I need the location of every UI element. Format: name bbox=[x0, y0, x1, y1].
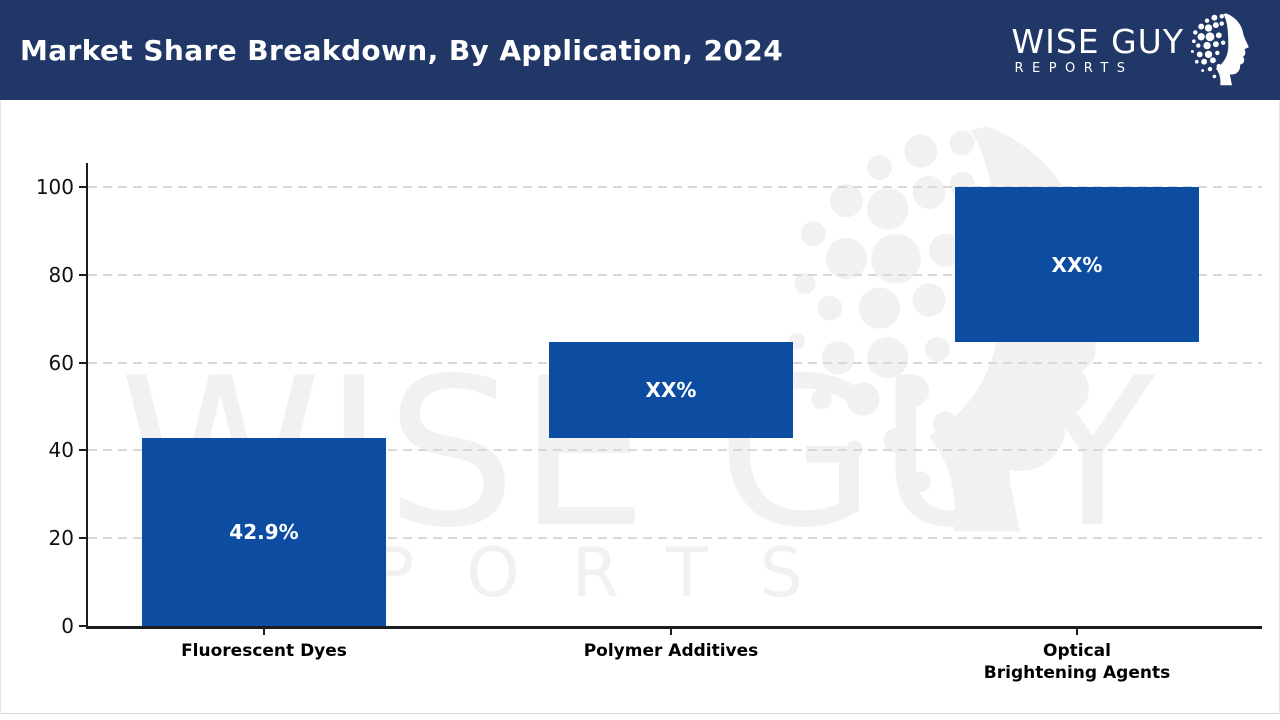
x-category-label-line: Optical bbox=[1043, 641, 1111, 661]
y-axis-line bbox=[86, 163, 88, 629]
x-tick-1 bbox=[670, 629, 672, 635]
bar-value-label: XX% bbox=[645, 378, 697, 403]
y-tick-60 bbox=[79, 361, 86, 364]
y-tick-0 bbox=[79, 625, 86, 627]
y-tick-40 bbox=[79, 449, 86, 452]
x-category-label-line: Fluorescent Dyes bbox=[181, 641, 347, 661]
logo-sub-text: REPORTS bbox=[1014, 60, 1134, 76]
y-tick-label-20: 20 bbox=[48, 526, 74, 551]
x-tick-2 bbox=[1076, 629, 1078, 635]
x-category-label-0: Fluorescent Dyes bbox=[104, 640, 424, 662]
bar-fluorescent-dyes: 42.9% bbox=[142, 437, 386, 626]
y-tick-label-40: 40 bbox=[48, 438, 74, 463]
page-title: Market Share Breakdown, By Application, … bbox=[20, 33, 784, 67]
logo-wordmark: WISE GUY REPORTS bbox=[1011, 25, 1184, 76]
y-tick-20 bbox=[79, 537, 86, 540]
gridline-80 bbox=[88, 273, 1262, 276]
x-category-label-line: Polymer Additives bbox=[583, 641, 759, 661]
x-axis-line bbox=[86, 626, 1262, 629]
y-tick-label-80: 80 bbox=[48, 262, 74, 287]
y-tick-label-100: 100 bbox=[35, 175, 74, 199]
logo-name-text: WISE GUY bbox=[1011, 21, 1184, 61]
bar-optical-brightening-agents: XX% bbox=[955, 187, 1199, 343]
gridline-100 bbox=[88, 186, 1262, 188]
y-tick-100 bbox=[79, 186, 86, 188]
header: Market Share Breakdown, By Application, … bbox=[0, 0, 1280, 100]
x-category-label-line: Brightening Agents bbox=[983, 663, 1171, 683]
x-tick-0 bbox=[263, 629, 265, 635]
y-tick-80 bbox=[79, 273, 86, 276]
y-tick-label-60: 60 bbox=[48, 350, 74, 375]
footer-divider bbox=[0, 713, 1280, 714]
x-category-label-1: Polymer Additives bbox=[511, 640, 831, 662]
bar-polymer-additives: XX% bbox=[549, 342, 793, 438]
head-profile-icon bbox=[1190, 13, 1249, 86]
bar-value-label: 42.9% bbox=[229, 519, 299, 544]
gridline-40 bbox=[88, 449, 1262, 452]
bar-value-label: XX% bbox=[1051, 252, 1103, 277]
wise-guy-reports-logo: WISE GUY REPORTS bbox=[1011, 11, 1254, 89]
gridline-20 bbox=[88, 537, 1262, 540]
x-category-label-2: Optical Brightening Agents bbox=[917, 640, 1237, 684]
y-tick-label-0: 0 bbox=[61, 614, 74, 638]
